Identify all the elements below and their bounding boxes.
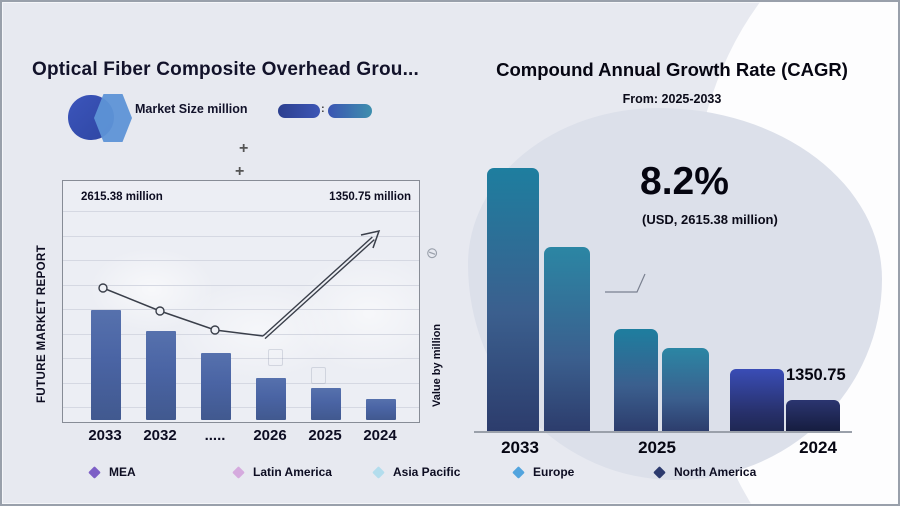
diamond-icon <box>372 465 385 479</box>
left-x-axis-labels: 2033 2032..... 2026 2025 2024 <box>62 427 420 447</box>
market-size-bar-2033 <box>91 310 121 420</box>
left-axis-tick-label: 2026 <box>253 427 287 444</box>
bracket-line <box>605 273 646 293</box>
minus-circle-icon: ⊖ <box>423 243 441 264</box>
diamond-icon <box>232 465 245 479</box>
annotation-2024-value: 1350.75 million <box>329 191 411 203</box>
ghost-icon <box>268 349 283 366</box>
plus-icon: + <box>235 163 245 180</box>
cagr-bar-2024-secondary <box>786 400 840 432</box>
cagr-value: 8.2% <box>640 160 729 203</box>
right-axis-tick-label: 2024 <box>799 438 837 457</box>
annotation-2033-value: 2615.38 million <box>81 191 163 203</box>
legend-item-asia-pacific: Asia Pacific <box>372 465 461 479</box>
left-axis-tick-label: 2025 <box>308 427 342 444</box>
legend-label: North America <box>674 465 757 479</box>
y-axis-label-value-by-million: Value by million <box>431 323 443 407</box>
market-size-chart-panel: 2615.38 million 1350.75 million <box>62 180 420 423</box>
legend-item-latin-america: Latin America <box>232 465 332 479</box>
market-size-bar-2032 <box>146 331 176 420</box>
panel-watermark <box>63 181 419 422</box>
left-axis-tick-label: ..... <box>204 427 226 444</box>
legend-label: Asia Pacific <box>393 465 461 479</box>
left-axis-tick-label: 2024 <box>363 427 397 444</box>
cagr-bar-2033-primary <box>487 168 539 432</box>
side-label-future-market-report: FUTURE MARKET REPORT <box>36 244 48 404</box>
cagr-bar-2025-secondary <box>662 348 709 432</box>
ratio-pill-right-icon <box>328 104 372 118</box>
legend-label: MEA <box>109 465 136 479</box>
region-legend: MEA Latin America Asia Pacific Europe North … <box>2 465 898 491</box>
gridline <box>63 309 419 310</box>
left-axis-tick-label: 2032 <box>143 427 177 444</box>
cagr-bar-2025-primary <box>614 329 658 432</box>
gridline <box>63 211 419 212</box>
ratio-pill-left-icon <box>278 104 320 118</box>
left-chart-title: Optical Fiber Composite Overhead Grou... <box>32 59 420 80</box>
market-size-label: Market Size million <box>135 102 248 116</box>
gridline <box>63 235 419 237</box>
right-axis-tick-label: 2025 <box>638 438 676 457</box>
data-label-1350: 1350.75 <box>786 366 846 384</box>
plus-icon: + <box>239 140 249 157</box>
right-chart-title: Compound Annual Growth Rate (CAGR) <box>496 59 848 80</box>
gridline <box>63 358 419 359</box>
trend-line-arrow <box>98 229 381 340</box>
x-axis-line <box>474 431 852 433</box>
gridline <box>63 260 419 261</box>
cagr-chart: 8.2% (USD, 2615.38 million) 2033 2025 2024… <box>472 152 882 462</box>
cagr-note: (USD, 2615.38 million) <box>642 212 778 227</box>
legend-label: Europe <box>533 465 575 479</box>
left-axis-tick-label: 2033 <box>88 427 122 444</box>
market-size-bar-2025 <box>311 388 341 420</box>
market-size-bar-2024 <box>366 399 396 420</box>
market-size-bar-..... <box>201 353 231 420</box>
legend-item-europe: Europe <box>512 465 575 479</box>
diamond-icon <box>653 465 666 479</box>
market-size-bar-2026 <box>256 378 286 420</box>
cagr-bar-2024-primary <box>730 369 784 432</box>
gridline <box>63 407 419 408</box>
right-chart-subtitle: From: 2025-2033 <box>622 92 722 106</box>
diamond-icon <box>88 465 101 479</box>
legend-item-mea: MEA <box>88 465 136 479</box>
legend-item-north-america: North America <box>653 465 757 479</box>
cagr-bar-2033-secondary <box>544 247 590 432</box>
gridline <box>63 382 419 384</box>
diamond-icon <box>512 465 525 479</box>
ghost-icon <box>311 367 326 384</box>
legend-label: Latin America <box>253 465 332 479</box>
ratio-separator: : <box>321 103 325 115</box>
brand-hexagon-icon <box>94 94 132 142</box>
gridline <box>63 284 419 286</box>
right-axis-tick-label: 2033 <box>501 438 539 457</box>
